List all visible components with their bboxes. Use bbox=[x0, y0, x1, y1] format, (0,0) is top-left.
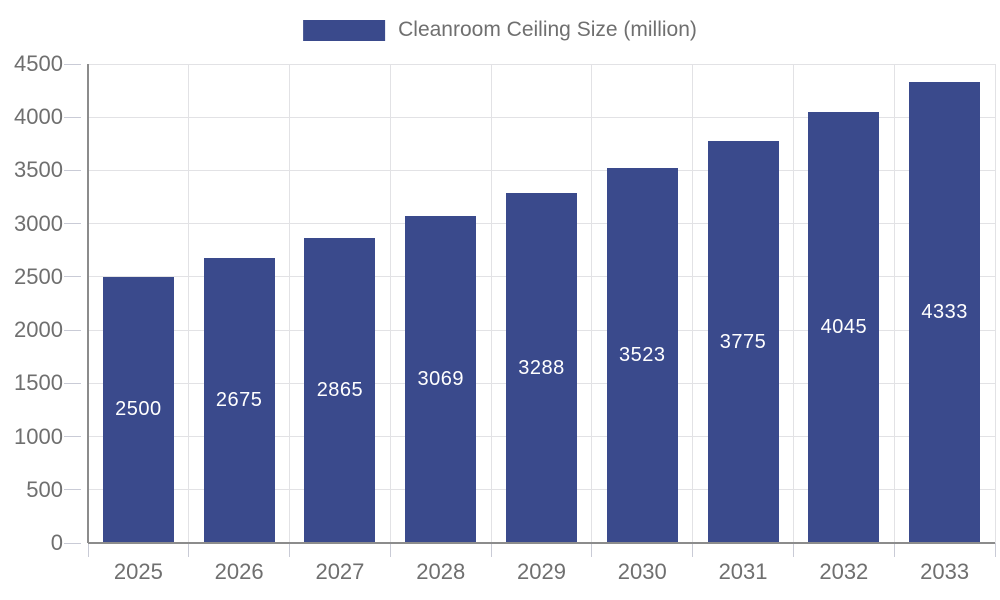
bar-2029: 3288 bbox=[506, 193, 577, 543]
x-axis-tick bbox=[591, 543, 593, 557]
x-axis-tick bbox=[490, 543, 492, 557]
y-axis-tick-label: 1000 bbox=[14, 423, 63, 449]
gridline-vertical bbox=[490, 64, 492, 543]
y-axis-tick-label: 4000 bbox=[14, 104, 63, 130]
x-axis-tick bbox=[994, 543, 996, 557]
gridline-vertical bbox=[893, 64, 895, 543]
bar-value-label: 3523 bbox=[619, 344, 666, 366]
bar-value-label: 2865 bbox=[316, 379, 364, 402]
y-axis-tick-label: 4500 bbox=[14, 51, 63, 76]
legend-swatch-icon bbox=[303, 19, 386, 41]
x-axis-line bbox=[88, 542, 995, 544]
gridline-horizontal bbox=[88, 116, 995, 118]
y-axis-tick bbox=[64, 436, 81, 438]
gridline-vertical bbox=[692, 64, 694, 543]
x-axis-label-2032: 2032 bbox=[819, 559, 869, 584]
bar-2025: 2500 bbox=[102, 276, 174, 543]
gridline-horizontal bbox=[88, 169, 995, 171]
bar-2031: 3775 bbox=[707, 141, 779, 543]
x-axis-label-2029: 2029 bbox=[517, 559, 566, 584]
bar-2032: 4045 bbox=[808, 112, 880, 543]
bar-value-label: 3288 bbox=[518, 356, 565, 379]
gridline-vertical bbox=[994, 64, 996, 543]
gridline-vertical bbox=[289, 64, 291, 543]
x-axis-label-2030: 2030 bbox=[617, 559, 667, 584]
bar-2030: 3523 bbox=[606, 168, 678, 543]
legend[interactable]: Cleanroom Ceiling Size (million) bbox=[303, 16, 697, 44]
y-axis-tick bbox=[64, 63, 81, 65]
y-axis-tick-label: 2500 bbox=[14, 263, 63, 289]
y-axis-tick-label: 500 bbox=[26, 476, 63, 502]
y-axis-tick bbox=[64, 382, 81, 384]
x-axis-label-2031: 2031 bbox=[718, 559, 768, 584]
bar-2026: 2675 bbox=[203, 258, 275, 543]
bar-value-label: 4045 bbox=[820, 316, 868, 339]
y-axis-tick bbox=[64, 329, 81, 331]
y-axis-tick bbox=[64, 542, 81, 544]
bar-value-label: 4333 bbox=[921, 300, 968, 323]
x-axis-label-2027: 2027 bbox=[315, 559, 365, 584]
y-axis-tick-label: 0 bbox=[50, 530, 63, 555]
y-axis-line bbox=[87, 64, 89, 543]
x-axis-tick bbox=[188, 543, 190, 557]
y-axis-tick bbox=[64, 276, 81, 278]
x-axis-tick bbox=[87, 543, 89, 557]
y-axis-tick bbox=[64, 489, 81, 491]
bar-2027: 2865 bbox=[304, 238, 376, 543]
legend-label: Cleanroom Ceiling Size (million) bbox=[398, 18, 697, 41]
y-axis-tick-label: 3000 bbox=[14, 210, 63, 236]
x-axis-tick bbox=[389, 543, 391, 557]
y-axis-tick bbox=[64, 169, 81, 171]
bar-value-label: 2500 bbox=[115, 398, 162, 421]
x-axis-tick bbox=[692, 543, 694, 557]
x-axis-label-2025: 2025 bbox=[113, 559, 163, 584]
gridline-vertical bbox=[591, 64, 593, 543]
y-axis-tick-label: 1500 bbox=[14, 370, 63, 396]
gridline-vertical bbox=[792, 64, 794, 543]
y-axis-tick bbox=[64, 223, 81, 225]
x-axis-tick bbox=[792, 543, 794, 557]
bar-value-label: 2675 bbox=[215, 389, 263, 412]
x-axis-label-2026: 2026 bbox=[214, 559, 264, 584]
gridline-horizontal bbox=[88, 63, 995, 65]
plot-area: 2500 2675 2865 3069 3288 3523 3775 4045 4333 bbox=[87, 63, 996, 544]
y-axis-tick-label: 3500 bbox=[14, 157, 63, 183]
bar-2028: 3069 bbox=[405, 216, 477, 543]
gridline-vertical bbox=[188, 64, 190, 543]
y-axis-tick bbox=[64, 116, 81, 118]
gridline-vertical bbox=[389, 64, 391, 543]
x-axis-tick bbox=[893, 543, 895, 557]
bar-2033: 4333 bbox=[909, 81, 981, 543]
bar-value-label: 3069 bbox=[417, 368, 464, 391]
x-axis-label-2033: 2033 bbox=[920, 559, 970, 584]
y-axis-tick-label: 2000 bbox=[14, 317, 63, 343]
bar-value-label: 3775 bbox=[719, 330, 767, 353]
x-axis-tick bbox=[289, 543, 291, 557]
x-axis-label-2028: 2028 bbox=[416, 559, 466, 584]
